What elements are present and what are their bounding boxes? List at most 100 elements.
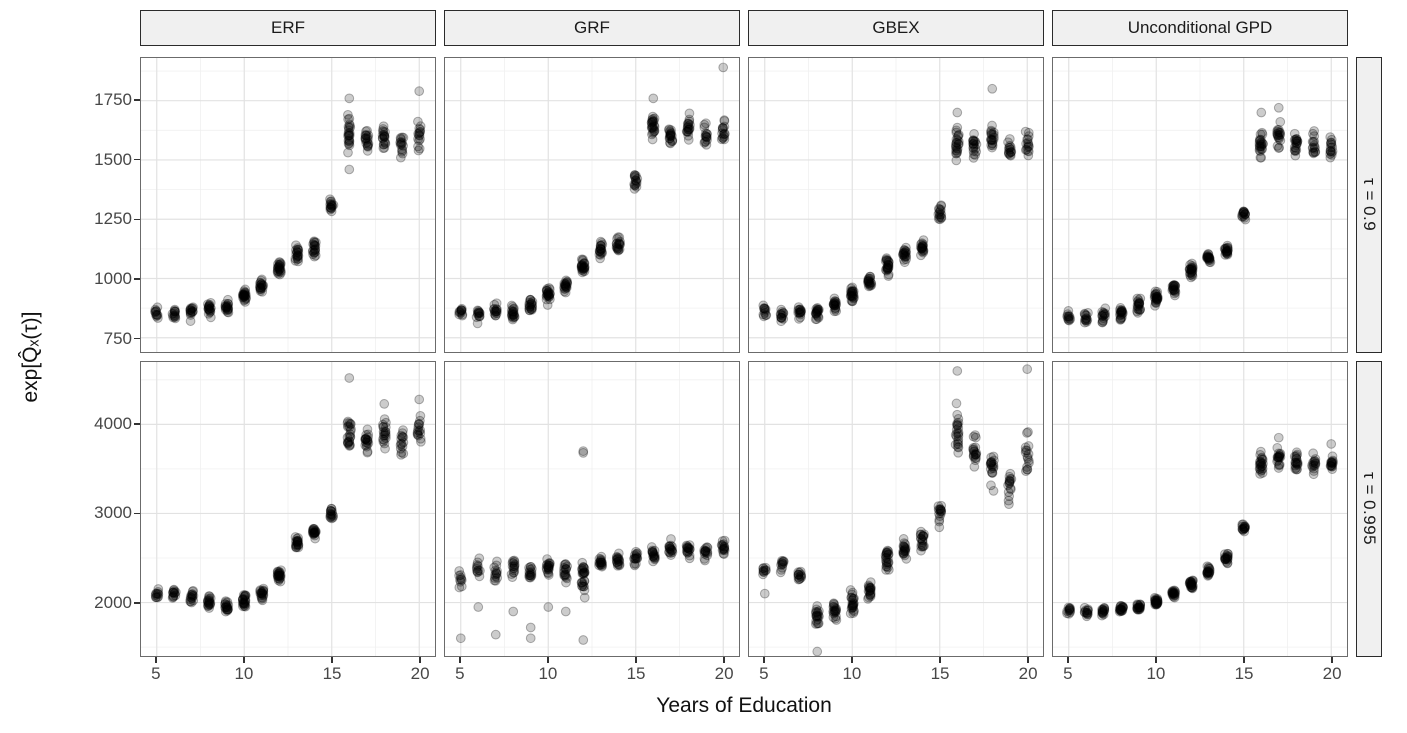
x-tick-mark xyxy=(635,657,637,663)
x-tick-mark xyxy=(1155,657,1157,663)
x-tick-label: 15 xyxy=(626,664,646,683)
panel-canvas xyxy=(749,362,1043,656)
x-tick-mark xyxy=(331,657,333,663)
x-tick-label: 15 xyxy=(1234,664,1254,683)
y-tick-label: 4000 xyxy=(94,413,132,433)
data-points xyxy=(150,86,426,326)
y-tick-label: 1250 xyxy=(94,209,132,229)
row-strip-0: τ = 0.9 xyxy=(1356,57,1382,353)
x-tick-label: 5 xyxy=(759,664,769,683)
y-tick-label: 1750 xyxy=(94,89,132,109)
x-tick-mark xyxy=(243,657,245,663)
major-gridlines xyxy=(445,362,739,656)
col-strip-label: Unconditional GPD xyxy=(1127,18,1273,37)
row-strip-label: τ = 0.995 xyxy=(1360,472,1379,546)
x-tick-label: 10 xyxy=(1146,664,1166,683)
major-gridlines xyxy=(1053,58,1347,352)
panel-canvas xyxy=(141,58,435,352)
y-tick-mark xyxy=(134,158,140,161)
x-tick-mark xyxy=(1067,657,1069,663)
x-tick-mark xyxy=(1331,657,1333,663)
y-tick-label: 3000 xyxy=(94,503,132,523)
panel-erf-tau-0.995 xyxy=(140,361,436,657)
x-tick-label: 5 xyxy=(455,664,465,683)
major-gridlines xyxy=(1053,362,1347,656)
y-tick-mark xyxy=(134,423,140,425)
panel-canvas xyxy=(141,362,435,656)
x-tick-mark xyxy=(419,657,421,663)
minor-gridlines xyxy=(749,362,1043,656)
y-tick-label: 1000 xyxy=(94,269,132,288)
major-gridlines xyxy=(141,362,435,656)
x-tick-mark xyxy=(723,657,725,663)
x-tick-label: 15 xyxy=(930,664,950,683)
y-tick-mark xyxy=(134,602,140,604)
row-strip-label: τ = 0.9 xyxy=(1360,178,1379,232)
col-strip-label: GBEX xyxy=(872,18,920,37)
x-tick-label: 10 xyxy=(842,664,862,683)
y-tick-label: 1500 xyxy=(94,149,132,169)
y-tick-label: 2000 xyxy=(94,593,132,613)
major-gridlines xyxy=(445,58,739,352)
x-tick-mark xyxy=(547,657,549,663)
col-strip-label: ERF xyxy=(271,18,305,37)
y-tick-label: 750 xyxy=(103,328,132,348)
panel-gbex-tau-0.9 xyxy=(748,57,1044,353)
panel-gbex-tau-0.995 xyxy=(748,361,1044,657)
x-tick-label: 20 xyxy=(1322,664,1342,683)
minor-gridlines xyxy=(141,58,435,352)
major-gridlines xyxy=(749,58,1043,352)
x-tick-mark xyxy=(763,657,765,663)
x-axis-title: Years of Education xyxy=(656,694,832,717)
x-tick-label: 5 xyxy=(151,664,161,683)
panel-canvas xyxy=(445,362,739,656)
panel-grf-tau-0.9 xyxy=(444,57,740,353)
minor-gridlines xyxy=(141,362,435,656)
data-points xyxy=(454,62,730,329)
col-strip-unconditional-gpd: Unconditional GPD xyxy=(1052,10,1348,46)
x-tick-label: 20 xyxy=(1018,664,1038,683)
data-points xyxy=(758,83,1034,327)
col-strip-erf: ERF xyxy=(140,10,436,46)
panel-erf-tau-0.9 xyxy=(140,57,436,353)
x-tick-label: 20 xyxy=(410,664,430,683)
minor-gridlines xyxy=(445,58,739,352)
x-tick-mark xyxy=(459,657,461,663)
panel-canvas xyxy=(1053,58,1347,352)
x-tick-label: 5 xyxy=(1063,664,1073,683)
x-tick-mark xyxy=(939,657,941,663)
panel-unconditional-gpd-tau-0.995 xyxy=(1052,361,1348,657)
x-tick-label: 10 xyxy=(234,664,254,683)
data-points xyxy=(1062,432,1338,622)
major-gridlines xyxy=(141,58,435,352)
panel-canvas xyxy=(445,58,739,352)
minor-gridlines xyxy=(445,362,739,656)
data-points xyxy=(758,364,1034,656)
data-points xyxy=(454,446,730,645)
x-tick-mark xyxy=(1027,657,1029,663)
minor-gridlines xyxy=(1053,58,1347,352)
data-points xyxy=(150,373,426,617)
y-tick-mark xyxy=(134,278,140,280)
x-tick-mark xyxy=(851,657,853,663)
col-strip-grf: GRF xyxy=(444,10,740,46)
panel-grf-tau-0.995 xyxy=(444,361,740,657)
panel-canvas xyxy=(1053,362,1347,656)
y-tick-mark xyxy=(134,218,140,221)
minor-gridlines xyxy=(1053,362,1347,656)
x-tick-label: 15 xyxy=(322,664,342,683)
panel-canvas xyxy=(749,58,1043,352)
y-tick-mark xyxy=(134,337,140,340)
y-axis-title: exp[Q̂ₓ(τ)] xyxy=(19,311,42,403)
x-tick-mark xyxy=(155,657,157,663)
row-strip-1: τ = 0.995 xyxy=(1356,361,1382,657)
x-tick-label: 10 xyxy=(538,664,558,683)
major-gridlines xyxy=(749,362,1043,656)
minor-gridlines xyxy=(749,58,1043,352)
x-tick-mark xyxy=(1243,657,1245,663)
data-points xyxy=(1062,102,1338,328)
x-tick-label: 20 xyxy=(714,664,734,683)
col-strip-gbex: GBEX xyxy=(748,10,1044,46)
col-strip-label: GRF xyxy=(574,18,610,37)
